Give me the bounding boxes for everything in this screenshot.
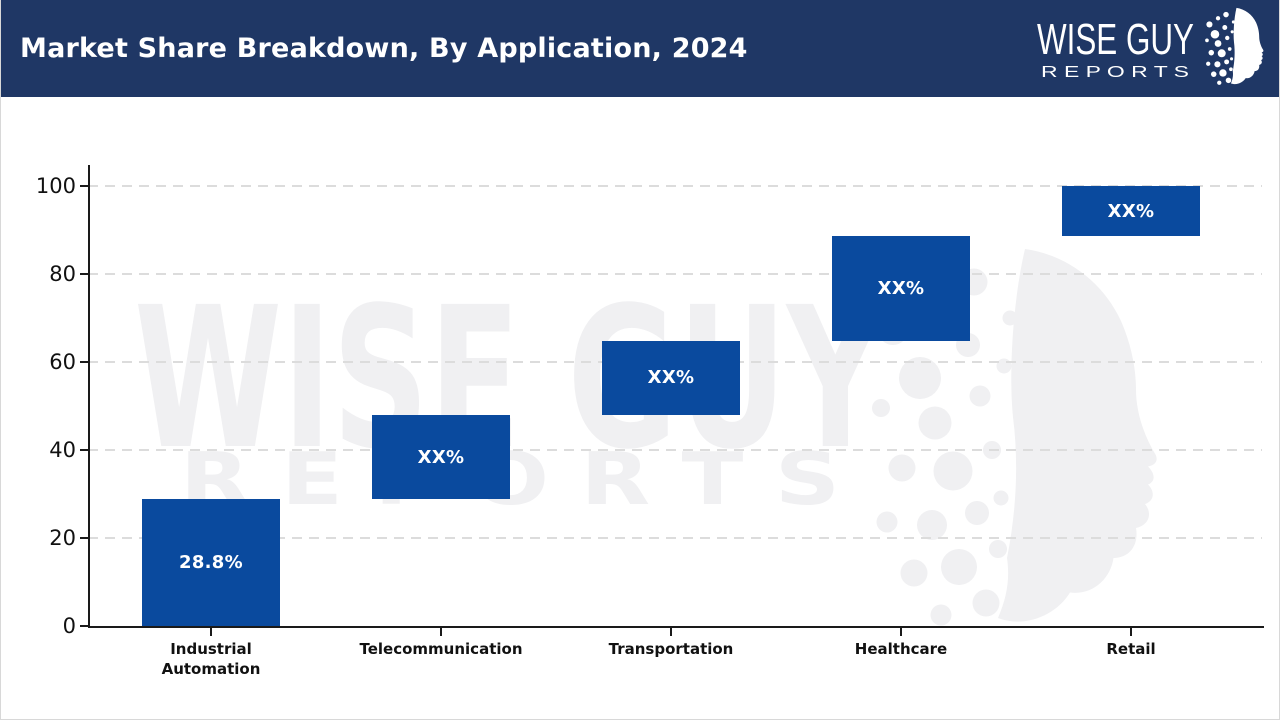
gridline-100 (88, 185, 1262, 187)
y-tick-label-100: 100 (35, 174, 76, 198)
y-tick-20 (80, 537, 88, 539)
watermark-reports: R E P O R T S (132, 437, 892, 530)
y-tick-label-80: 80 (49, 262, 76, 286)
bar-value-label: XX% (417, 446, 465, 468)
bar-transportation: XX% (602, 340, 740, 415)
y-tick-label-40: 40 (49, 438, 76, 462)
x-tick-3 (900, 628, 902, 636)
watermark-line2-text: R E P O R T S (180, 446, 840, 521)
x-tick-label-3: Healthcare (854, 640, 948, 658)
logo-text: WISE GUY R E P O R T S (1036, 16, 1196, 82)
bar-value-label: XX% (1107, 200, 1155, 222)
y-tick-40 (80, 449, 88, 451)
y-tick-80 (80, 273, 88, 275)
logo-line2-svg: R E P O R T S (1041, 64, 1189, 81)
y-tick-label-0: 0 (62, 614, 76, 638)
bar-telecommunication: XX% (372, 414, 510, 500)
wise-guy-reports-logo: WISE GUY R E P O R T S (1036, 0, 1268, 97)
x-tick-4 (1130, 628, 1132, 636)
bar-value-label: XX% (877, 278, 925, 300)
watermark-head-icon (848, 215, 1178, 689)
logo-line1-svg: WISE GUY (1037, 16, 1194, 62)
bar-industrial-automation: 28.8% (142, 499, 280, 626)
logo-reports-text: R E P O R T S (1041, 64, 1189, 81)
y-tick-0 (80, 625, 88, 627)
x-axis-line (88, 626, 1264, 628)
y-tick-label-20: 20 (49, 526, 76, 550)
x-tick-1 (440, 628, 442, 636)
y-tick-60 (80, 361, 88, 363)
gridline-40 (88, 449, 1262, 451)
logo-head-icon (1200, 6, 1268, 92)
x-tick-0 (210, 628, 212, 636)
logo-wise-guy-text: WISE GUY (1037, 16, 1194, 62)
page-title: Market Share Breakdown, By Application, … (20, 33, 748, 64)
x-tick-label-2: Transportation (608, 640, 734, 658)
chart-area: 0 20 40 60 80 100 Industrial Automation Telecom… (0, 97, 1280, 720)
bar-value-label: 28.8% (179, 552, 243, 574)
gridline-20 (88, 537, 1262, 539)
x-tick-label-1: Telecommunication (359, 640, 523, 658)
y-tick-label-60: 60 (49, 350, 76, 374)
gridline-80 (88, 273, 1262, 275)
bar-retail: XX% (1062, 186, 1200, 237)
x-tick-label-0: Industrial Automation (161, 640, 261, 678)
y-tick-100 (80, 185, 88, 187)
header-bar: Market Share Breakdown, By Application, … (0, 0, 1280, 97)
bar-value-label: XX% (647, 367, 695, 389)
bar-healthcare: XX% (832, 236, 970, 341)
x-tick-label-4: Retail (1106, 640, 1156, 658)
y-axis-line (88, 165, 90, 628)
x-tick-2 (670, 628, 672, 636)
